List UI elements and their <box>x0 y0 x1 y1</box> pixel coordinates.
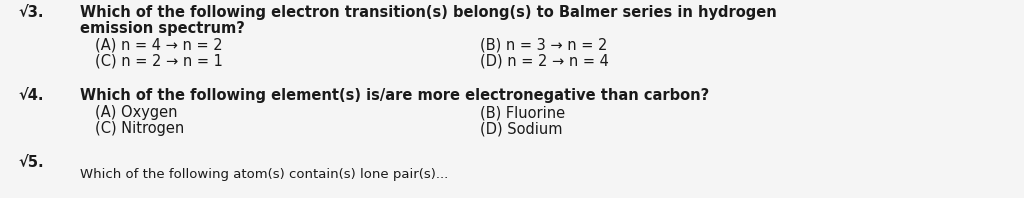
Text: (B) n = 3 → n = 2: (B) n = 3 → n = 2 <box>480 38 607 53</box>
Text: Which of the following atom(s) contain(s) lone pair(s)...: Which of the following atom(s) contain(s… <box>80 168 449 181</box>
Text: (A) n = 4 → n = 2: (A) n = 4 → n = 2 <box>95 38 222 53</box>
Text: Which of the following element(s) is/are more electronegative than carbon?: Which of the following element(s) is/are… <box>80 88 710 103</box>
Text: √4.: √4. <box>18 88 43 103</box>
Text: (C) n = 2 → n = 1: (C) n = 2 → n = 1 <box>95 54 223 69</box>
Text: √3.: √3. <box>18 5 43 20</box>
Text: (D) Sodium: (D) Sodium <box>480 121 562 136</box>
Text: (C) Nitrogen: (C) Nitrogen <box>95 121 184 136</box>
Text: √5.: √5. <box>18 155 44 170</box>
Text: (D) n = 2 → n = 4: (D) n = 2 → n = 4 <box>480 54 609 69</box>
Text: emission spectrum?: emission spectrum? <box>80 21 245 36</box>
Text: Which of the following electron transition(s) belong(s) to Balmer series in hydr: Which of the following electron transiti… <box>80 5 777 20</box>
Text: (A) Oxygen: (A) Oxygen <box>95 105 177 120</box>
Text: (B) Fluorine: (B) Fluorine <box>480 105 565 120</box>
